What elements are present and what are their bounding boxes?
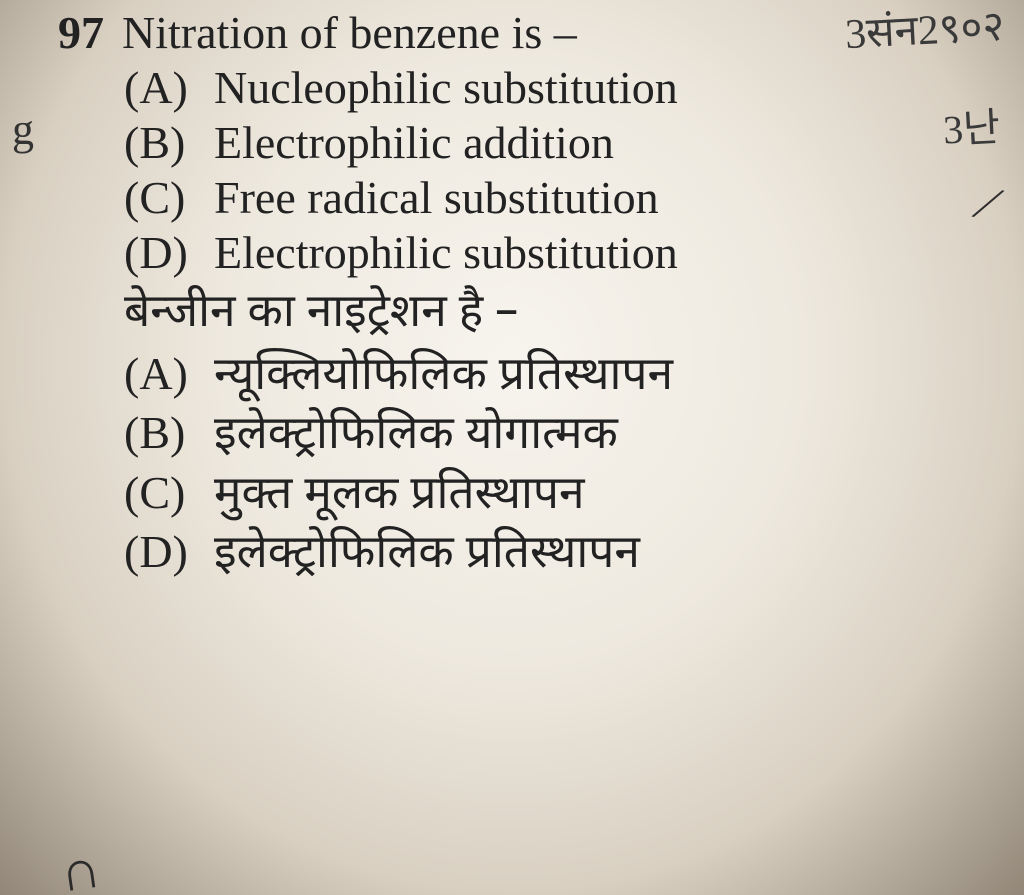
option-text: Nucleophilic substitution xyxy=(214,62,678,114)
handwriting-side-right: 3난 xyxy=(942,95,1002,156)
option-label: (B) xyxy=(124,406,214,459)
left-margin-letter: g xyxy=(12,104,34,155)
question-title-en: Nitration of benzene is – xyxy=(122,8,577,59)
option-c-hi: (C) मुक्त मूलक प्रतिस्थापन xyxy=(124,466,1006,524)
handwriting-top-right: 3संन2९०२ xyxy=(843,0,1005,61)
question-number: 97 xyxy=(18,8,122,59)
question-block: 3संन2९०२ 3난 ⁄ g 97 Nitration of benzene … xyxy=(18,8,1006,583)
option-label: (B) xyxy=(124,116,214,169)
handwriting-bottom-scribble: ∩ xyxy=(56,836,105,895)
option-text: न्यूक्लियोफिलिक प्रतिस्थापन xyxy=(214,353,673,405)
option-text: इलेक्ट्रोफिलिक प्रतिस्थापन xyxy=(214,531,640,583)
option-b-hi: (B) इलेक्ट्रोफिलिक योगात्मक xyxy=(124,406,1006,464)
option-c-en: (C) Free radical substitution xyxy=(124,171,1006,224)
option-label: (A) xyxy=(124,61,214,114)
option-text: इलेक्ट्रोफिलिक योगात्मक xyxy=(214,412,618,464)
option-a-en: (A) Nucleophilic substitution xyxy=(124,61,1006,114)
option-label: (A) xyxy=(124,347,214,400)
option-text: Electrophilic addition xyxy=(214,117,614,169)
option-a-hi: (A) न्यूक्लियोफिलिक प्रतिस्थापन xyxy=(124,347,1006,405)
option-d-en: (D) Electrophilic substitution xyxy=(124,226,1006,279)
options-english: (A) Nucleophilic substitution (B) Electr… xyxy=(124,61,1006,279)
option-label: (C) xyxy=(124,466,214,519)
option-label: (D) xyxy=(124,525,214,578)
option-text: मुक्त मूलक प्रतिस्थापन xyxy=(214,472,585,524)
option-text: Free radical substitution xyxy=(214,172,659,224)
options-hindi: (A) न्यूक्लियोफिलिक प्रतिस्थापन (B) इलेक… xyxy=(124,347,1006,583)
question-title-hi: बेन्जीन का नाइट्रेशन है – xyxy=(124,285,1006,345)
option-label: (D) xyxy=(124,226,214,279)
option-b-en: (B) Electrophilic addition xyxy=(124,116,1006,169)
option-text: Electrophilic substitution xyxy=(214,227,678,279)
option-label: (C) xyxy=(124,171,214,224)
option-d-hi: (D) इलेक्ट्रोफिलिक प्रतिस्थापन xyxy=(124,525,1006,583)
